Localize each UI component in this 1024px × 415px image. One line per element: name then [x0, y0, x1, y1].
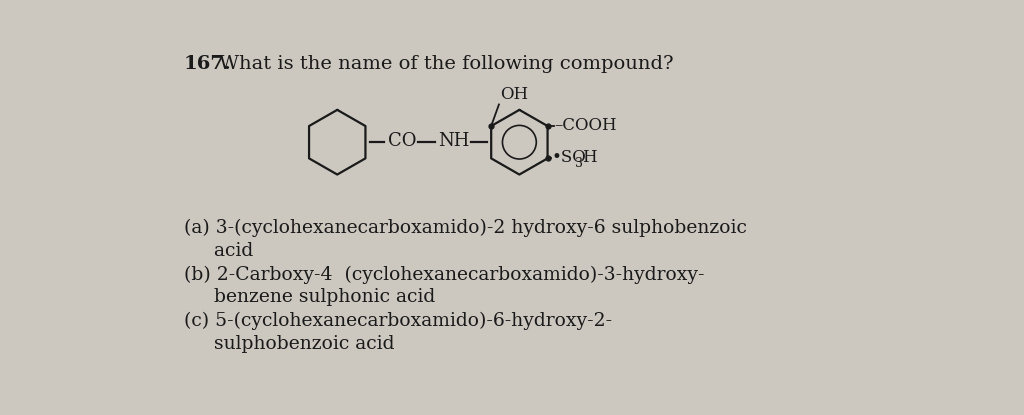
Text: H: H	[583, 149, 597, 166]
Text: sulphobenzoic acid: sulphobenzoic acid	[183, 335, 394, 353]
Text: (b) 2-Carboxy-4  (cyclohexanecarboxamido)-3-hydroxy-: (b) 2-Carboxy-4 (cyclohexanecarboxamido)…	[183, 266, 705, 283]
Text: OH: OH	[501, 86, 528, 103]
Text: NH: NH	[438, 132, 469, 150]
Text: (a) 3-(cyclohexanecarboxamido)-2 hydroxy-6 sulphobenzoic: (a) 3-(cyclohexanecarboxamido)-2 hydroxy…	[183, 219, 746, 237]
Text: acid: acid	[183, 242, 253, 260]
Text: –COOH: –COOH	[554, 117, 616, 134]
Text: •SO: •SO	[552, 149, 586, 166]
Text: CO: CO	[388, 132, 417, 150]
Text: 167.: 167.	[183, 55, 231, 73]
Text: What is the name of the following compound?: What is the name of the following compou…	[219, 55, 674, 73]
Text: 3: 3	[574, 157, 583, 170]
Text: benzene sulphonic acid: benzene sulphonic acid	[183, 288, 435, 307]
Text: (c) 5-(cyclohexanecarboxamido)-6-hydroxy-2-: (c) 5-(cyclohexanecarboxamido)-6-hydroxy…	[183, 312, 612, 330]
